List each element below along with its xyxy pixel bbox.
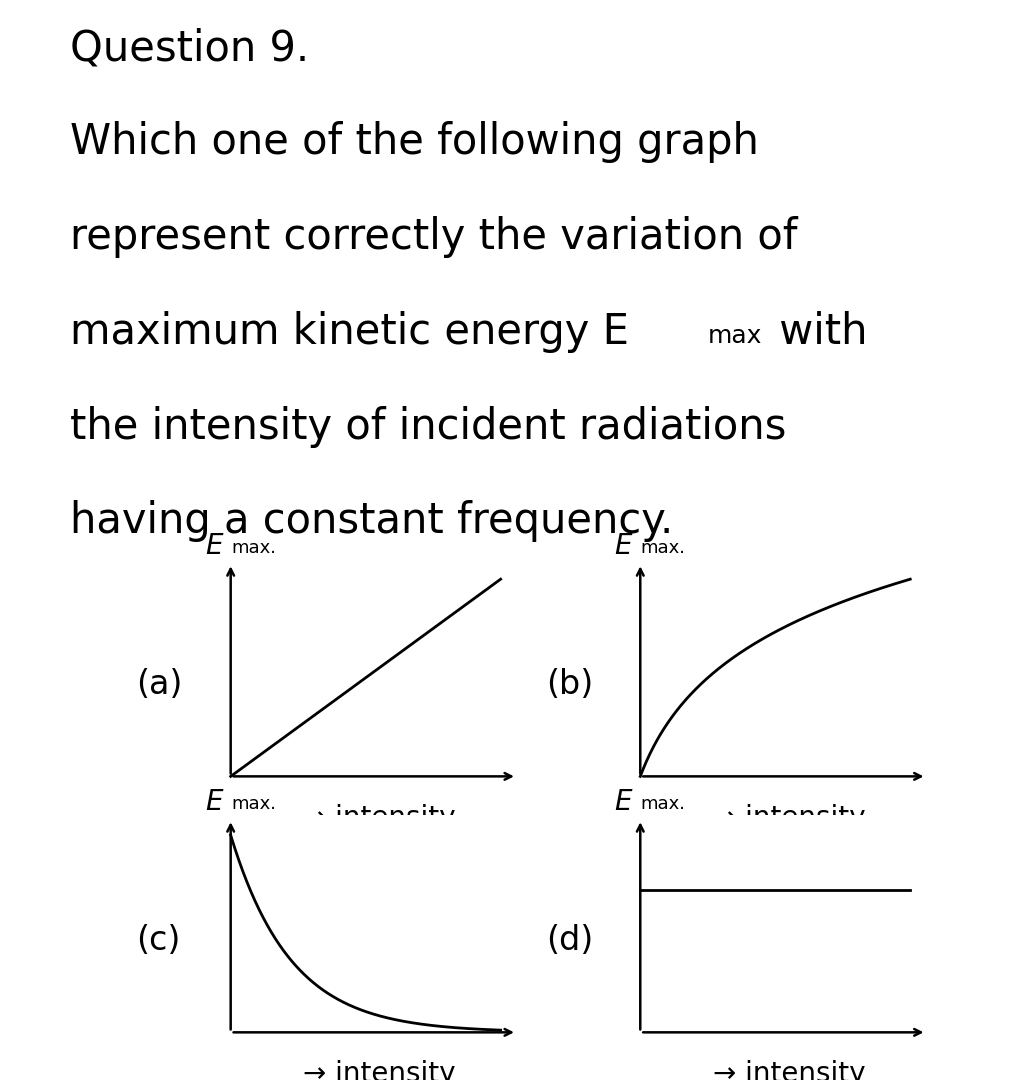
Text: Which one of the following graph: Which one of the following graph (70, 121, 759, 163)
Text: Question 9.: Question 9. (70, 27, 309, 69)
Text: having a constant frequency.: having a constant frequency. (70, 500, 673, 542)
Text: → intensity: → intensity (713, 805, 865, 833)
Text: max.: max. (641, 539, 686, 557)
Text: max: max (708, 324, 762, 348)
Text: (d): (d) (546, 923, 593, 957)
Text: max.: max. (231, 539, 276, 557)
Text: → intensity: → intensity (303, 805, 456, 833)
Text: E: E (614, 532, 632, 561)
Text: max.: max. (641, 795, 686, 813)
Text: E: E (205, 532, 222, 561)
Text: (c): (c) (136, 923, 180, 957)
Text: E: E (614, 788, 632, 816)
Text: represent correctly the variation of: represent correctly the variation of (70, 216, 797, 258)
Text: → intensity: → intensity (713, 1061, 865, 1080)
Text: max.: max. (231, 795, 276, 813)
Text: (a): (a) (136, 667, 182, 701)
Text: E: E (205, 788, 222, 816)
Text: the intensity of incident radiations: the intensity of incident radiations (70, 406, 786, 448)
Text: (b): (b) (546, 667, 593, 701)
Text: with: with (766, 311, 867, 353)
Text: maximum kinetic energy E: maximum kinetic energy E (70, 311, 629, 353)
Text: → intensity: → intensity (303, 1061, 456, 1080)
